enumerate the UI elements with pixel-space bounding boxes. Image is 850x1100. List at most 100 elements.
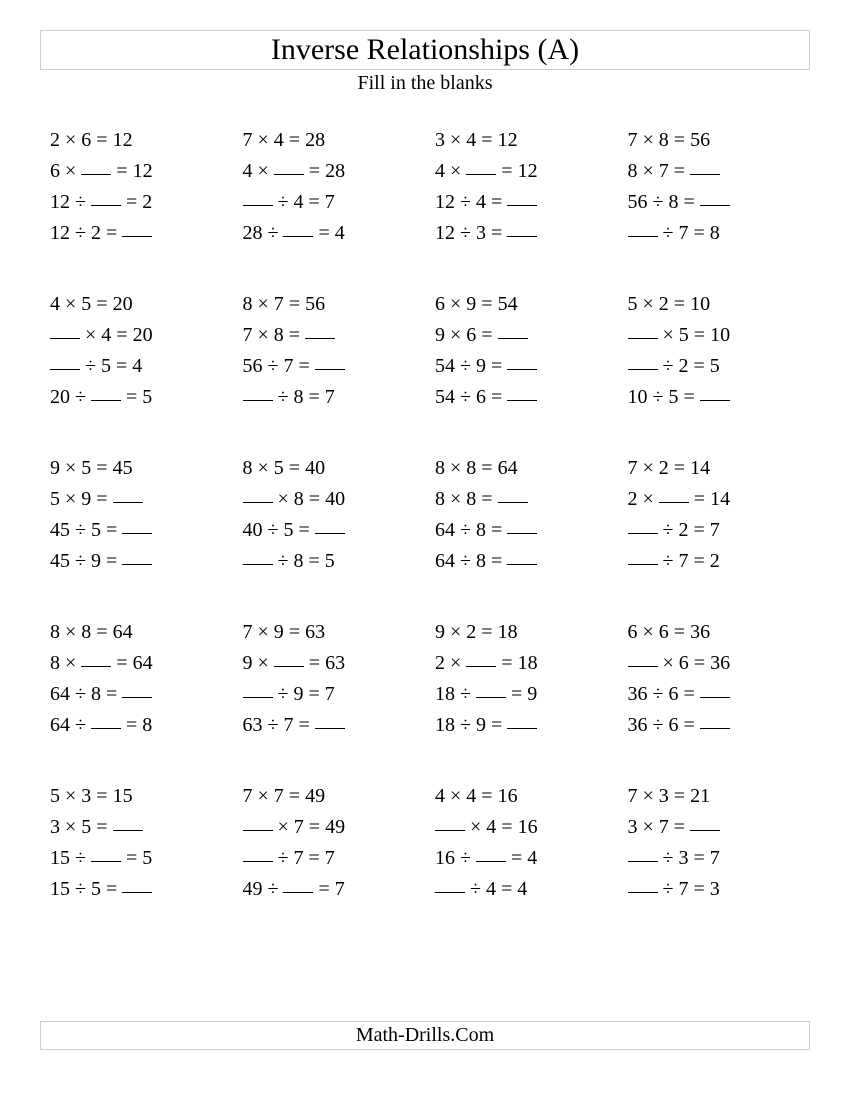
- equation-token: 7: [243, 129, 253, 151]
- blank-field[interactable]: [91, 188, 121, 206]
- blank-field[interactable]: [507, 547, 537, 565]
- blank-field[interactable]: [274, 649, 304, 667]
- equation-token: 9: [476, 355, 486, 377]
- blank-field[interactable]: [283, 875, 313, 893]
- equation-token: =: [486, 386, 507, 408]
- blank-field[interactable]: [507, 352, 537, 370]
- problem-group: 7 × 2 = 142 × = 14 ÷ 2 = 7 ÷ 7 = 2: [628, 453, 801, 577]
- blank-field[interactable]: [476, 844, 506, 862]
- blank-field[interactable]: [315, 711, 345, 729]
- blank-field[interactable]: [628, 321, 658, 339]
- blank-field[interactable]: [700, 383, 730, 401]
- blank-field[interactable]: [122, 516, 152, 534]
- blank-field[interactable]: [243, 680, 273, 698]
- blank-field[interactable]: [91, 383, 121, 401]
- blank-field[interactable]: [466, 649, 496, 667]
- equation-token: =: [496, 878, 517, 900]
- equation: 12 ÷ = 2: [50, 187, 223, 218]
- equation-token: 7: [274, 785, 284, 807]
- blank-field[interactable]: [243, 485, 273, 503]
- equation-token: 63: [305, 621, 325, 643]
- blank-field[interactable]: [507, 516, 537, 534]
- blank-field[interactable]: [628, 844, 658, 862]
- equation: 4 × 5 = 20: [50, 289, 223, 320]
- blank-field[interactable]: [507, 219, 537, 237]
- blank-field[interactable]: [243, 188, 273, 206]
- blank-field[interactable]: [628, 516, 658, 534]
- equation-token: =: [91, 816, 112, 838]
- equation-token: ×: [638, 816, 659, 838]
- equation-token: 6: [81, 129, 91, 151]
- blank-field[interactable]: [113, 485, 143, 503]
- problem-group: 7 × 8 = 568 × 7 = 56 ÷ 8 = ÷ 7 = 8: [628, 125, 801, 249]
- equation: ÷ 2 = 7: [628, 515, 801, 546]
- equation-token: 4: [466, 785, 476, 807]
- blank-field[interactable]: [274, 157, 304, 175]
- blank-field[interactable]: [243, 844, 273, 862]
- equation-token: 15: [50, 847, 70, 869]
- blank-field[interactable]: [690, 157, 720, 175]
- equation-token: =: [476, 293, 497, 315]
- equation-token: =: [669, 129, 690, 151]
- blank-field[interactable]: [628, 649, 658, 667]
- blank-field[interactable]: [243, 813, 273, 831]
- blank-field[interactable]: [122, 680, 152, 698]
- blank-field[interactable]: [700, 680, 730, 698]
- blank-field[interactable]: [476, 680, 506, 698]
- equation-token: 54: [435, 386, 455, 408]
- blank-field[interactable]: [498, 485, 528, 503]
- blank-field[interactable]: [50, 352, 80, 370]
- blank-field[interactable]: [122, 547, 152, 565]
- blank-field[interactable]: [628, 875, 658, 893]
- blank-field[interactable]: [628, 352, 658, 370]
- equation-token: =: [304, 652, 325, 674]
- equation-token: ×: [445, 652, 466, 674]
- equation-token: =: [678, 191, 699, 213]
- equation-token: =: [304, 160, 325, 182]
- blank-field[interactable]: [305, 321, 335, 339]
- equation-token: ÷: [70, 222, 91, 244]
- equation-token: 8: [293, 386, 303, 408]
- worksheet-footer: Math-Drills.Com: [40, 1021, 810, 1050]
- equation-token: =: [688, 550, 709, 572]
- equation-token: 28: [243, 222, 263, 244]
- blank-field[interactable]: [435, 875, 465, 893]
- equation-token: 20: [50, 386, 70, 408]
- blank-field[interactable]: [122, 875, 152, 893]
- blank-field[interactable]: [283, 219, 313, 237]
- blank-field[interactable]: [507, 188, 537, 206]
- blank-field[interactable]: [435, 813, 465, 831]
- blank-field[interactable]: [690, 813, 720, 831]
- blank-field[interactable]: [243, 547, 273, 565]
- blank-field[interactable]: [113, 813, 143, 831]
- equation-token: 49: [305, 785, 325, 807]
- blank-field[interactable]: [466, 157, 496, 175]
- blank-field[interactable]: [81, 649, 111, 667]
- blank-field[interactable]: [91, 711, 121, 729]
- equation-token: 18: [435, 714, 455, 736]
- blank-field[interactable]: [628, 219, 658, 237]
- equation-token: 6: [659, 621, 669, 643]
- blank-field[interactable]: [243, 383, 273, 401]
- equation-token: ÷: [70, 550, 91, 572]
- blank-field[interactable]: [507, 711, 537, 729]
- equation: 64 ÷ = 8: [50, 710, 223, 741]
- blank-field[interactable]: [50, 321, 80, 339]
- equation-token: 4: [486, 816, 496, 838]
- blank-field[interactable]: [659, 485, 689, 503]
- blank-field[interactable]: [498, 321, 528, 339]
- blank-field[interactable]: [122, 219, 152, 237]
- problem-group: 7 × 9 = 639 × = 63 ÷ 9 = 763 ÷ 7 =: [243, 617, 416, 741]
- equation-token: 4: [466, 129, 476, 151]
- equation: 8 × 7 =: [628, 156, 801, 187]
- blank-field[interactable]: [700, 711, 730, 729]
- blank-field[interactable]: [628, 547, 658, 565]
- blank-field[interactable]: [507, 383, 537, 401]
- blank-field[interactable]: [91, 844, 121, 862]
- problem-group: 3 × 4 = 124 × = 1212 ÷ 4 = 12 ÷ 3 =: [435, 125, 608, 249]
- blank-field[interactable]: [315, 352, 345, 370]
- blank-field[interactable]: [81, 157, 111, 175]
- equation-token: =: [111, 324, 132, 346]
- blank-field[interactable]: [315, 516, 345, 534]
- blank-field[interactable]: [700, 188, 730, 206]
